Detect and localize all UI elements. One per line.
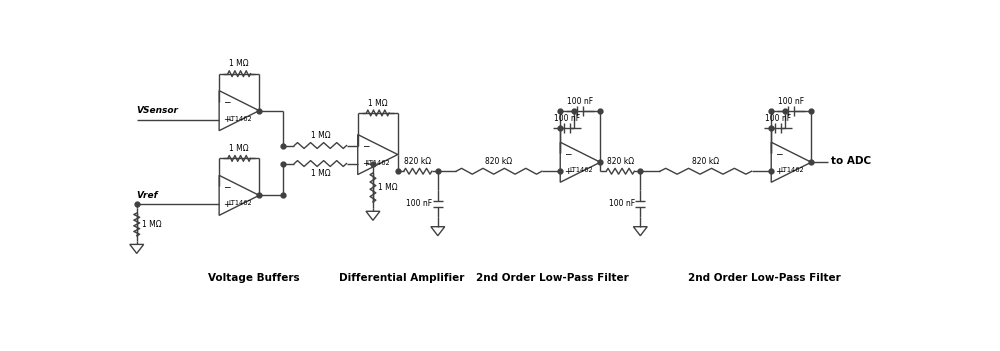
Text: LT1462: LT1462 <box>228 200 252 206</box>
Text: 1 MΩ: 1 MΩ <box>229 59 249 68</box>
Text: 820 kΩ: 820 kΩ <box>485 157 513 166</box>
Text: 1 MΩ: 1 MΩ <box>229 144 249 153</box>
Text: 100 nF: 100 nF <box>567 97 593 106</box>
Text: 820 kΩ: 820 kΩ <box>607 157 634 166</box>
Text: −: − <box>223 97 230 106</box>
Text: −: − <box>362 141 369 150</box>
Text: +: + <box>775 167 783 176</box>
Text: 1 MΩ: 1 MΩ <box>378 183 398 192</box>
Text: LT1462: LT1462 <box>228 116 252 122</box>
Text: Vref: Vref <box>137 191 158 200</box>
Text: −: − <box>775 149 783 158</box>
Text: 100 nF: 100 nF <box>765 114 791 123</box>
Text: 820 kΩ: 820 kΩ <box>692 157 719 166</box>
Text: +: + <box>362 159 369 168</box>
Text: Differential Amplifier: Differential Amplifier <box>339 273 465 283</box>
Text: 1 MΩ: 1 MΩ <box>142 220 162 229</box>
Text: 1 MΩ: 1 MΩ <box>311 131 330 140</box>
Text: 1 MΩ: 1 MΩ <box>311 169 330 178</box>
Text: 1 MΩ: 1 MΩ <box>368 99 388 107</box>
Text: +: + <box>564 167 572 176</box>
Text: +: + <box>223 115 230 124</box>
Text: LT1462: LT1462 <box>367 160 390 166</box>
Text: LT1462: LT1462 <box>780 167 804 173</box>
Text: 2nd Order Low-Pass Filter: 2nd Order Low-Pass Filter <box>688 273 841 283</box>
Text: −: − <box>223 182 230 191</box>
Text: −: − <box>564 149 572 158</box>
Text: +: + <box>223 200 230 209</box>
Text: 100 nF: 100 nF <box>778 97 804 106</box>
Text: LT1462: LT1462 <box>569 167 593 173</box>
Text: 2nd Order Low-Pass Filter: 2nd Order Low-Pass Filter <box>476 273 628 283</box>
Text: VSensor: VSensor <box>137 106 179 115</box>
Text: 100 nF: 100 nF <box>609 199 635 208</box>
Text: 820 kΩ: 820 kΩ <box>404 157 431 166</box>
Text: Voltage Buffers: Voltage Buffers <box>208 273 300 283</box>
Text: 100 nF: 100 nF <box>406 199 432 208</box>
Text: 100 nF: 100 nF <box>554 114 580 123</box>
Text: to ADC: to ADC <box>831 156 871 166</box>
